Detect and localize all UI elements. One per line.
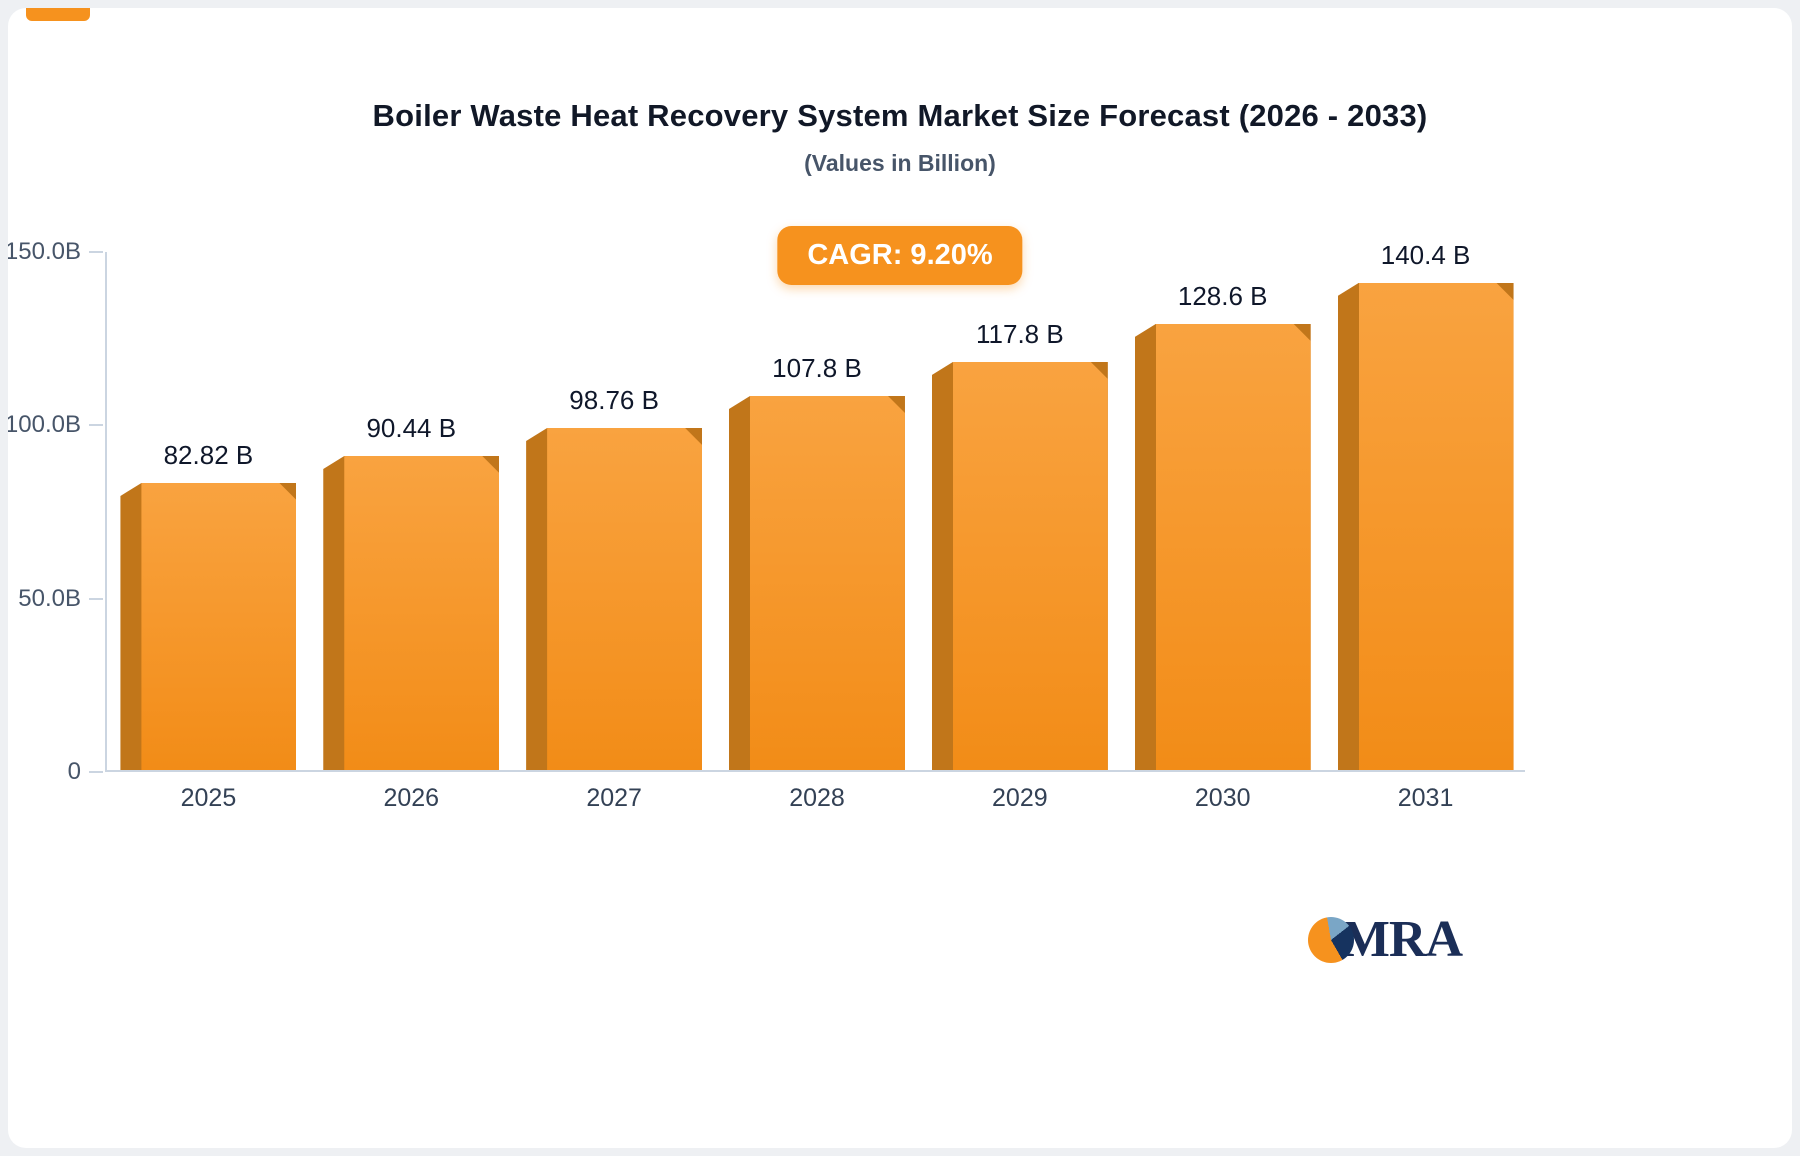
bar-chart-plot-area: 0 50.0B 100.0B 150.0B 82.82 B 90.44 B 98.76 B…	[8, 238, 1527, 812]
bar-face	[1359, 283, 1514, 770]
chart-subtitle: (Values in Billion)	[804, 150, 996, 176]
y-axis-tick-label: 150.0B	[8, 238, 81, 265]
mra-logo: MRA	[1307, 911, 1463, 968]
y-axis-tick-label: 100.0B	[8, 411, 81, 439]
bar-face	[1156, 324, 1311, 770]
x-axis-tick-label: 2028	[789, 784, 845, 812]
bar-2025[interactable]	[120, 483, 297, 770]
y-axis-tick-mark	[89, 597, 103, 600]
y-axis-tick-label: 0	[67, 758, 81, 785]
bar-face	[344, 456, 499, 770]
cagr-badge: CAGR: 9.20%	[777, 226, 1023, 285]
x-axis-tick-label: 2027	[586, 784, 642, 812]
bar-face	[750, 396, 905, 770]
bar-2031[interactable]	[1337, 283, 1514, 770]
bar-slot: 117.8 B	[918, 252, 1121, 770]
corner-accent	[26, 8, 90, 21]
x-axis-tick-label: 2026	[383, 784, 440, 812]
bar-value-label: 82.82 B	[163, 440, 254, 470]
bar-value-label: 107.8 B	[772, 353, 862, 383]
bar-slot: 90.44 B	[310, 252, 513, 770]
y-axis-tick-label: 50.0B	[18, 584, 81, 612]
bar-value-label: 140.4 B	[1380, 240, 1471, 270]
bar-face	[141, 483, 296, 770]
bar-slot: 128.6 B	[1121, 252, 1324, 770]
x-axis-tick-label: 2025	[180, 784, 237, 812]
bar-value-label: 98.76 B	[569, 385, 659, 415]
y-axis-tick-mark	[89, 424, 103, 427]
bar-slot: 140.4 B	[1324, 240, 1527, 770]
bar-2030[interactable]	[1134, 324, 1311, 770]
bar-face	[547, 428, 702, 770]
mra-logo-text: MRA	[1340, 911, 1463, 968]
y-axis-tick-mark	[89, 771, 103, 773]
x-axis-tick-label: 2030	[1194, 784, 1251, 812]
bar-value-label: 128.6 B	[1177, 281, 1268, 311]
bar-2029[interactable]	[931, 362, 1108, 770]
bar-slot: 107.8 B	[716, 252, 919, 770]
x-axis-tick-label: 2029	[992, 784, 1048, 812]
bar-slot: 82.82 B	[107, 252, 310, 770]
bar-2028[interactable]	[728, 396, 905, 770]
chart-title: Boiler Waste Heat Recovery System Market…	[372, 98, 1428, 133]
bar-value-label: 90.44 B	[366, 413, 457, 443]
x-axis-tick-label: 2031	[1397, 784, 1454, 812]
bar-face	[953, 362, 1108, 770]
bar-2027[interactable]	[526, 428, 703, 770]
chart-card: Boiler Waste Heat Recovery System Market…	[8, 8, 1792, 1148]
bar-value-label: 117.8 B	[975, 319, 1064, 349]
y-axis-tick-mark	[89, 251, 103, 253]
mra-logo-pie-icon	[1307, 917, 1354, 963]
bar-2026[interactable]	[323, 456, 500, 770]
bar-slot: 98.76 B	[513, 252, 716, 770]
